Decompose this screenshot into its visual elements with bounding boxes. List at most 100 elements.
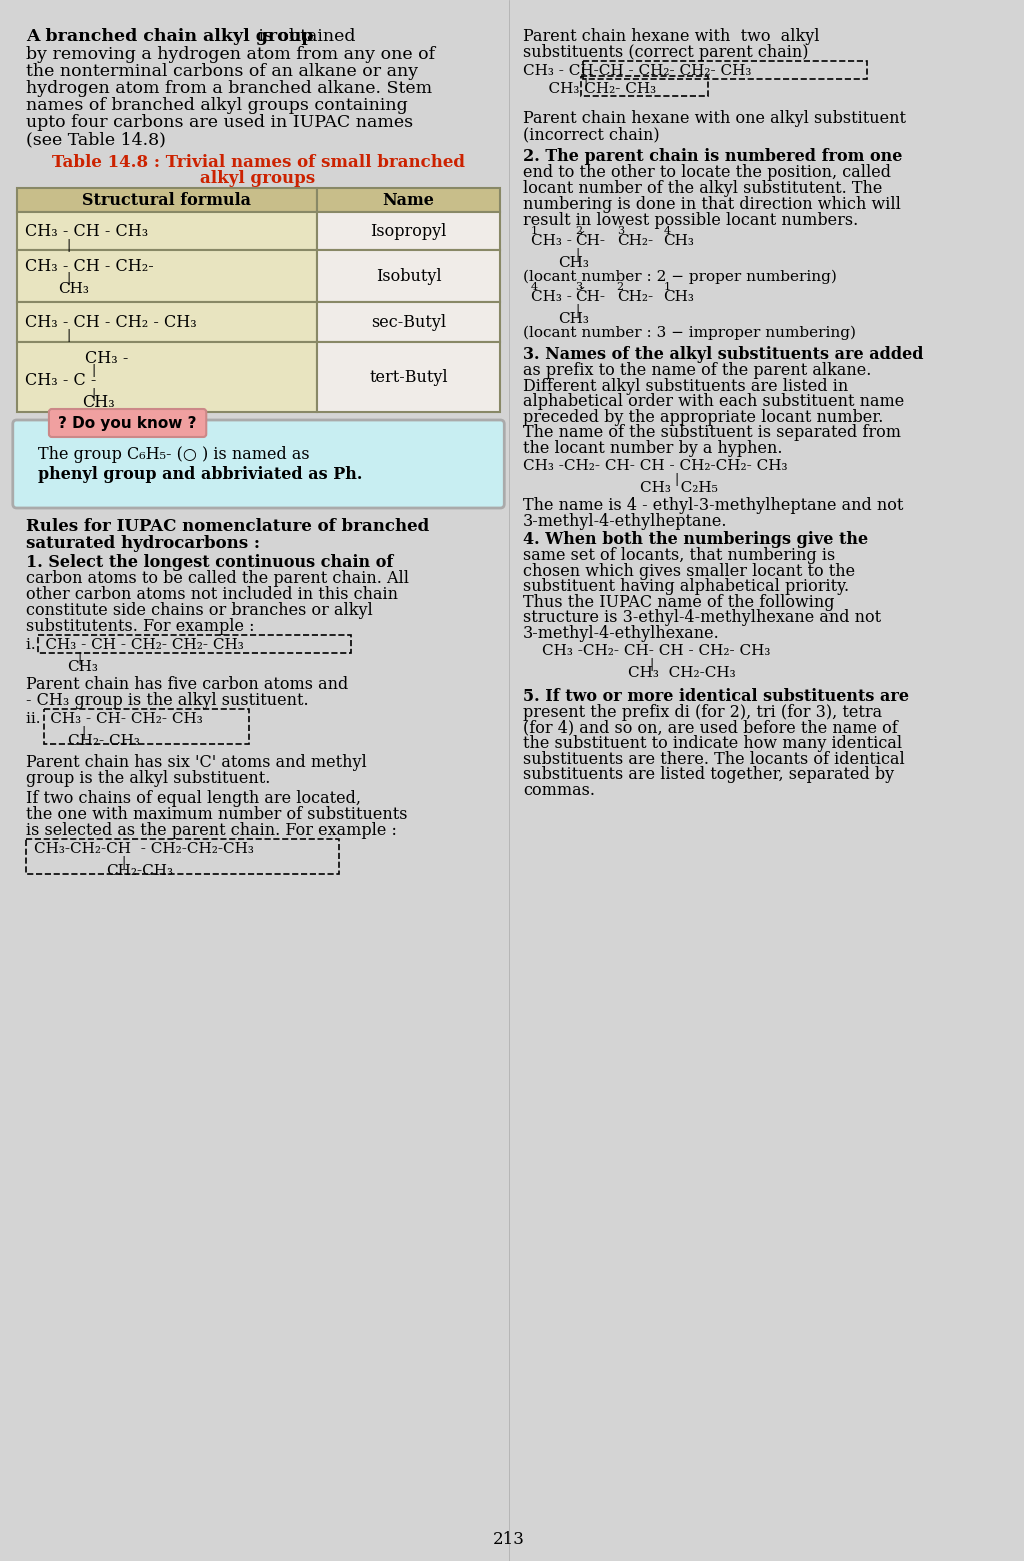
Bar [16,187,316,212]
Text: CH₃ - CH - CH₂-: CH₃ - CH - CH₂- [25,258,154,275]
Text: Parent chain has six 'C' atoms and methyl: Parent chain has six 'C' atoms and methy… [27,754,368,771]
Text: (for 4) and so on, are used before the name of: (for 4) and so on, are used before the n… [523,720,898,737]
Text: CH₃: CH₃ [82,393,115,411]
Text: preceded by the appropriate locant number.: preceded by the appropriate locant numbe… [523,409,884,426]
Text: |: | [575,304,580,317]
Text: CH₃: CH₃ [558,256,589,270]
Text: CH₃  CH₂-CH₃: CH₃ CH₂-CH₃ [629,667,736,681]
Text: Isopropyl: Isopropyl [371,223,446,239]
Text: |: | [77,652,82,665]
Text: chosen which gives smaller locant to the: chosen which gives smaller locant to the [523,562,855,579]
Text: CH₃-CH₂-CH  - CH₂-CH₂-CH₃: CH₃-CH₂-CH - CH₂-CH₂-CH₃ [34,841,254,855]
Text: |: | [584,78,588,91]
Text: ? Do you know ?: ? Do you know ? [57,415,197,431]
Text: present the prefix di (for 2), tri (for 3), tetra: present the prefix di (for 2), tri (for … [523,704,882,721]
Text: constitute side chains or branches or alkyl: constitute side chains or branches or al… [27,603,373,620]
Text: hydrogen atom from a branched alkane. Stem: hydrogen atom from a branched alkane. St… [27,80,432,97]
Text: other carbon atoms not included in this chain: other carbon atoms not included in this … [27,585,398,603]
Text: The group C₆H₅- (○ ) is named as: The group C₆H₅- (○ ) is named as [38,446,310,464]
Bar [16,250,316,301]
Bar [316,187,501,212]
FancyBboxPatch shape [12,420,504,507]
Text: 3: 3 [616,226,624,236]
Text: Rules for IUPAC nomenclature of branched: Rules for IUPAC nomenclature of branched [27,518,430,535]
Text: Different alkyl substituents are listed in: Different alkyl substituents are listed … [523,378,848,395]
Text: substituents are there. The locants of identical: substituents are there. The locants of i… [523,751,904,768]
Text: saturated hydrocarbons :: saturated hydrocarbons : [27,535,260,553]
Text: |: | [67,272,71,286]
Text: the one with maximum number of substituents: the one with maximum number of substitue… [27,805,408,823]
Text: CH₃ - CH - CH₂ - CH₃: CH₃ - CH - CH₂ - CH₃ [25,314,197,331]
Text: ii.  CH₃ - CH- CH₂- CH₃: ii. CH₃ - CH- CH₂- CH₃ [27,712,203,726]
Bar [27,838,339,874]
Text: carbon atoms to be called the parent chain. All: carbon atoms to be called the parent cha… [27,570,410,587]
Text: (see Table 14.8): (see Table 14.8) [27,131,166,148]
Text: 3. Names of the alkyl substituents are added: 3. Names of the alkyl substituents are a… [523,347,924,364]
Text: |: | [674,473,679,485]
Text: CH₃ -: CH₃ - [530,290,571,304]
Text: |: | [121,855,126,869]
Text: |: | [67,239,71,251]
Text: Structural formula: Structural formula [82,192,251,209]
Text: by removing a hydrogen atom from any one of: by removing a hydrogen atom from any one… [27,45,435,62]
Text: same set of locants, that numbering is: same set of locants, that numbering is [523,546,836,564]
Text: CH₃ -: CH₃ - [85,350,128,367]
Text: as prefix to the name of the parent alkane.: as prefix to the name of the parent alka… [523,362,871,379]
Text: CH₃: CH₃ [664,290,694,304]
Text: ČH-: ČH- [575,234,605,248]
Text: CH₃ -: CH₃ - [530,234,571,248]
Text: CH₃ - CH-CH - CH₂- CH₂- CH₃: CH₃ - CH-CH - CH₂- CH₂- CH₃ [523,64,752,78]
Text: Name: Name [383,192,434,209]
Text: (locant number : 2 − proper numbering): (locant number : 2 − proper numbering) [523,270,837,284]
Text: alphabetical order with each substituent name: alphabetical order with each substituent… [523,393,904,411]
Text: 2: 2 [616,283,624,292]
Bar [316,250,501,301]
Text: Parent chain hexane with one alkyl substituent: Parent chain hexane with one alkyl subst… [523,109,906,126]
Text: - CH₃ group is the alkyl sustituent.: - CH₃ group is the alkyl sustituent. [27,692,309,709]
FancyBboxPatch shape [49,409,206,437]
Text: CH₃: CH₃ [558,312,589,326]
Text: 4: 4 [530,283,538,292]
Text: 2. The parent chain is numbered from one: 2. The parent chain is numbered from one [523,148,902,165]
Text: CH₃: CH₃ [57,283,89,297]
Text: ČH-: ČH- [575,290,605,304]
Text: CH₃ -CH₂- CH- CH - CH₂- CH₃: CH₃ -CH₂- CH- CH - CH₂- CH₃ [543,645,771,659]
Text: If two chains of equal length are located,: If two chains of equal length are locate… [27,790,361,807]
Text: 213: 213 [494,1531,525,1549]
Text: CH₃: CH₃ [664,234,694,248]
Text: substituent having alphabetical priority.: substituent having alphabetical priority… [523,578,849,595]
Text: |: | [650,659,654,671]
Text: the locant number by a hyphen.: the locant number by a hyphen. [523,440,782,456]
Text: is obtained: is obtained [253,28,355,45]
Text: group is the alkyl substituent.: group is the alkyl substituent. [27,770,270,787]
Text: phenyl group and abbriviated as Ph.: phenyl group and abbriviated as Ph. [38,467,362,482]
Text: tert-Butyl: tert-Butyl [370,368,447,386]
Text: CH₃ -CH₂- CH- CH - CH₂-CH₂- CH₃: CH₃ -CH₂- CH- CH - CH₂-CH₂- CH₃ [523,459,787,473]
Text: Isobutyl: Isobutyl [376,267,441,284]
Text: Parent chain hexane with  two  alkyl: Parent chain hexane with two alkyl [523,28,819,45]
Text: structure is 3-ethyl-4-methylhexane and not: structure is 3-ethyl-4-methylhexane and … [523,609,881,626]
Text: CH₂-: CH₂- [616,290,652,304]
Text: commas.: commas. [523,782,595,799]
Text: CH₃  C₂H₅: CH₃ C₂H₅ [640,481,718,495]
Bar [16,342,316,412]
Text: 4. When both the numberings give the: 4. When both the numberings give the [523,531,868,548]
Text: 3-methyl-4-ethylhexane.: 3-methyl-4-ethylhexane. [523,624,720,642]
Text: 3-methyl-4-ethylheptane.: 3-methyl-4-ethylheptane. [523,514,727,531]
Bar [584,61,866,80]
Text: CH₃ - C -: CH₃ - C - [25,372,96,389]
Text: 4: 4 [664,226,671,236]
Text: Thus the IUPAC name of the following: Thus the IUPAC name of the following [523,593,835,610]
Text: Parent chain has five carbon atoms and: Parent chain has five carbon atoms and [27,676,349,693]
Text: CH₂-: CH₂- [616,234,652,248]
Text: |: | [91,389,95,401]
Text: CH₃: CH₃ [68,660,98,674]
Text: locant number of the alkyl substitutent. The: locant number of the alkyl substitutent.… [523,180,883,197]
Text: CH₂-CH₃: CH₂-CH₃ [106,863,174,877]
Text: 1: 1 [664,283,671,292]
Text: 5. If two or more identical substituents are: 5. If two or more identical substituents… [523,688,909,706]
Bar [16,301,316,342]
Bar [44,709,249,745]
Text: end to the other to locate the position, called: end to the other to locate the position,… [523,164,891,181]
Text: names of branched alkyl groups containing: names of branched alkyl groups containin… [27,97,409,114]
